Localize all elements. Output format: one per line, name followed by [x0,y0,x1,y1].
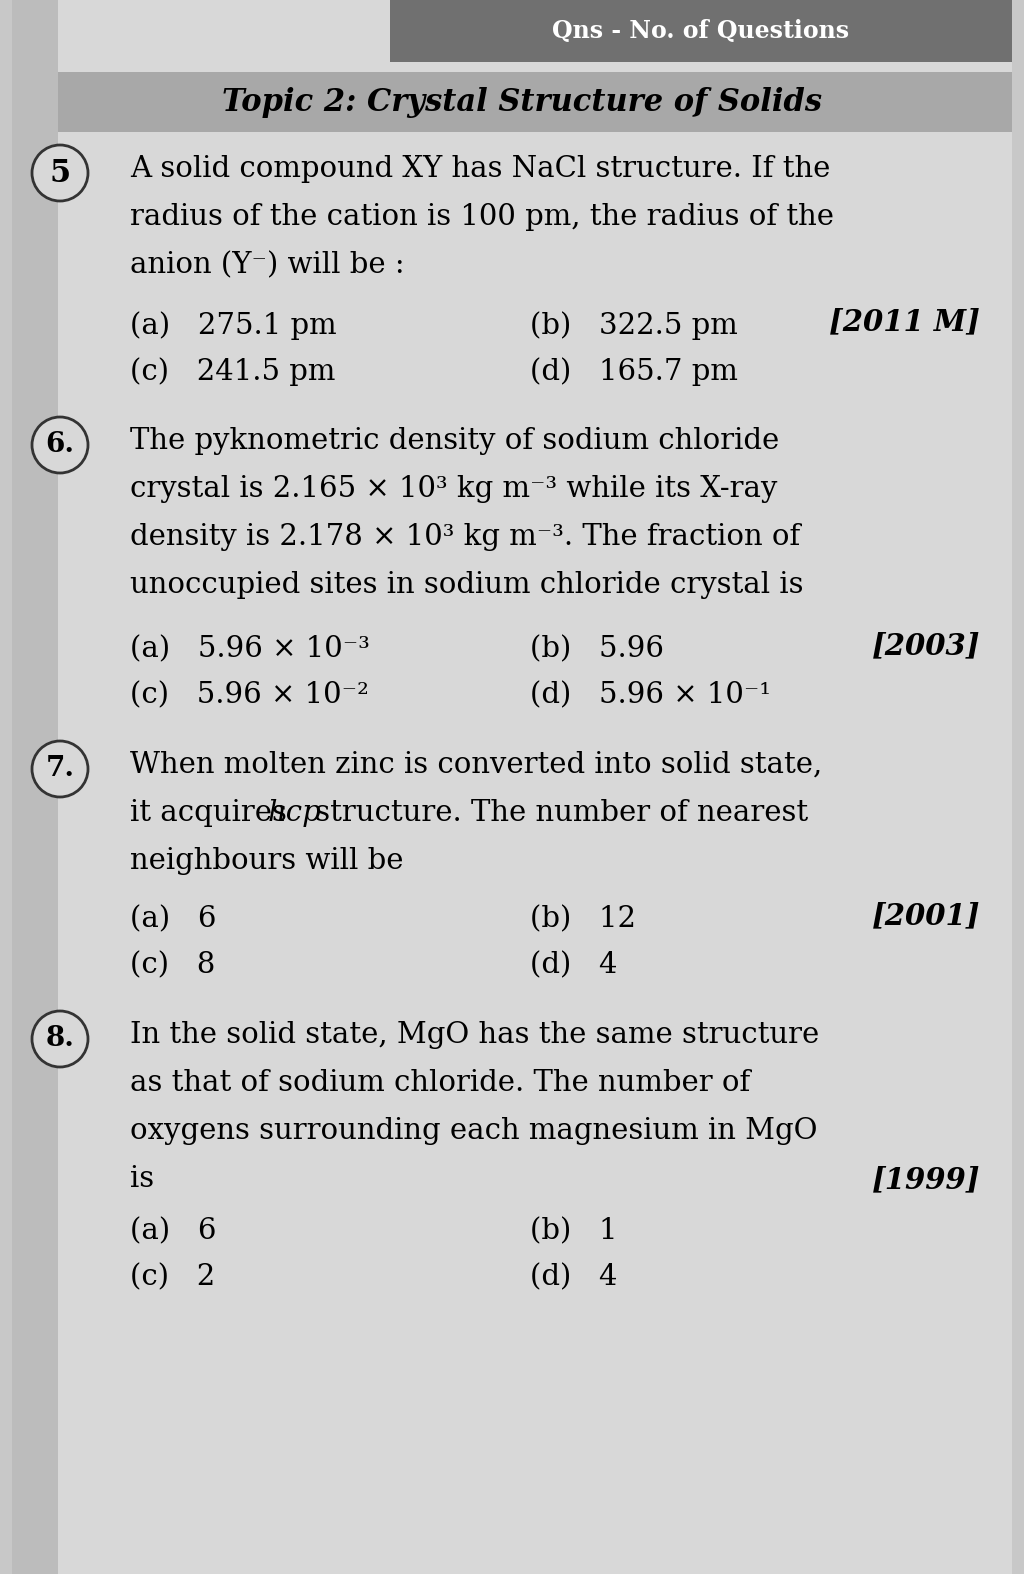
Text: (b)   1: (b) 1 [530,1217,617,1245]
Text: anion (Y⁻) will be :: anion (Y⁻) will be : [130,250,404,279]
Text: unoccupied sites in sodium chloride crystal is: unoccupied sites in sodium chloride crys… [130,571,804,600]
Text: hcp: hcp [268,800,322,826]
Text: 5: 5 [49,157,71,189]
Text: is: is [130,1165,155,1193]
Text: radius of the cation is 100 pm, the radius of the: radius of the cation is 100 pm, the radi… [130,203,834,231]
Text: neighbours will be: neighbours will be [130,847,403,875]
Circle shape [32,145,88,201]
Text: In the solid state, MgO has the same structure: In the solid state, MgO has the same str… [130,1022,819,1048]
Text: (b)   5.96: (b) 5.96 [530,634,664,663]
Circle shape [32,741,88,796]
Text: (b)   322.5 pm: (b) 322.5 pm [530,312,737,340]
Text: A solid compound XY has NaCl structure. If the: A solid compound XY has NaCl structure. … [130,154,830,183]
FancyBboxPatch shape [58,72,1012,132]
Text: Qns - No. of Questions: Qns - No. of Questions [552,19,850,42]
Text: The pyknometric density of sodium chloride: The pyknometric density of sodium chlori… [130,427,779,455]
Text: (b)   12: (b) 12 [530,905,636,933]
FancyBboxPatch shape [12,0,58,1574]
Text: oxygens surrounding each magnesium in MgO: oxygens surrounding each magnesium in Mg… [130,1118,817,1144]
Text: 6.: 6. [45,431,75,458]
Text: it acquires: it acquires [130,800,296,826]
Text: (c)   8: (c) 8 [130,951,215,979]
Text: Topic 2: Crystal Structure of Solids: Topic 2: Crystal Structure of Solids [222,87,822,118]
Text: (d)   4: (d) 4 [530,1262,617,1291]
Text: (a)   6: (a) 6 [130,1217,216,1245]
Text: 8.: 8. [45,1026,75,1053]
Text: crystal is 2.165 × 10³ kg m⁻³ while its X-ray: crystal is 2.165 × 10³ kg m⁻³ while its … [130,475,777,504]
Text: [2011 M]: [2011 M] [829,307,980,335]
Text: [2001]: [2001] [871,900,980,930]
Text: (c)   5.96 × 10⁻²: (c) 5.96 × 10⁻² [130,682,369,708]
Text: (a)   5.96 × 10⁻³: (a) 5.96 × 10⁻³ [130,634,370,663]
Text: (c)   241.5 pm: (c) 241.5 pm [130,357,336,386]
Text: (d)   4: (d) 4 [530,951,617,979]
Text: 7.: 7. [45,756,75,782]
Text: (d)   5.96 × 10⁻¹: (d) 5.96 × 10⁻¹ [530,682,771,708]
Text: as that of sodium chloride. The number of: as that of sodium chloride. The number o… [130,1069,751,1097]
Text: (a)   275.1 pm: (a) 275.1 pm [130,312,337,340]
Text: When molten zinc is converted into solid state,: When molten zinc is converted into solid… [130,751,822,779]
Text: density is 2.178 × 10³ kg m⁻³. The fraction of: density is 2.178 × 10³ kg m⁻³. The fract… [130,523,800,551]
Text: (c)   2: (c) 2 [130,1262,215,1291]
Text: (a)   6: (a) 6 [130,905,216,933]
Text: structure. The number of nearest: structure. The number of nearest [306,800,808,826]
Text: [1999]: [1999] [871,1165,980,1195]
FancyBboxPatch shape [390,0,1012,61]
FancyBboxPatch shape [12,0,1012,1574]
Circle shape [32,417,88,474]
Text: [2003]: [2003] [871,631,980,660]
Text: (d)   165.7 pm: (d) 165.7 pm [530,357,738,386]
Circle shape [32,1011,88,1067]
